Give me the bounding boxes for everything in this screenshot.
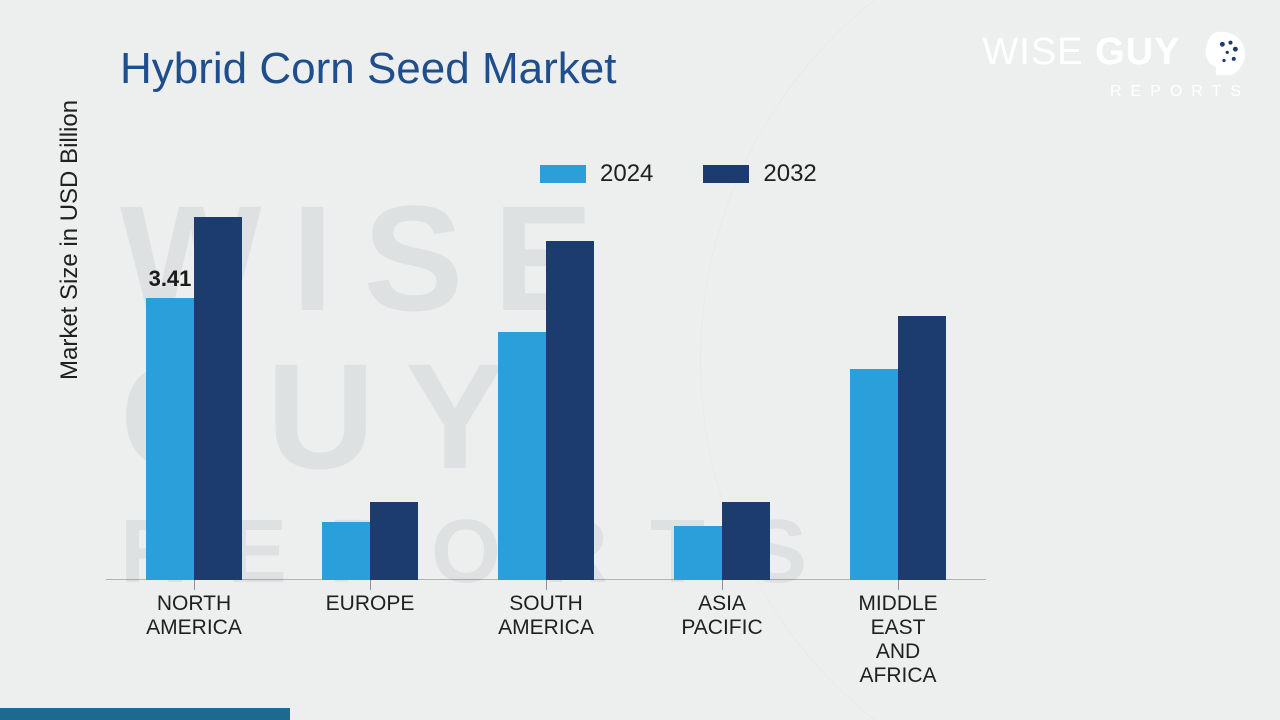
category-label: ASIA PACIFIC [681,592,762,640]
bar-pair [498,241,594,580]
bar-2032 [722,502,770,580]
legend-label-2032: 2032 [763,160,816,188]
category-label: SOUTH AMERICA [498,592,594,640]
legend: 2024 2032 [540,160,817,188]
bar-group: NORTH AMERICA3.41 [106,200,282,580]
brand-line1-b: GUY [1095,31,1180,73]
bar-value-label: 3.41 [149,266,192,292]
axis-tick [546,580,547,590]
bar-2032 [898,316,946,580]
footer-accent-bar [0,708,290,720]
legend-item-2024: 2024 [540,160,653,188]
brand-line1-a: WISE [982,31,1083,73]
bar-2032 [370,502,418,580]
bar-group: MIDDLE EAST AND AFRICA [810,200,986,580]
chart-title: Hybrid Corn Seed Market [120,44,616,94]
bar-2032 [194,217,242,580]
chart-canvas: WISE GUY REPORTS WISE GUY REPORTS Hybrid… [0,0,1280,720]
bar-2032 [546,241,594,580]
legend-label-2024: 2024 [600,160,653,188]
brand-sidebar [960,0,1280,720]
bar-2024 [674,526,722,580]
brand-line2: REPORTS [982,84,1250,100]
bar-2024 [850,369,898,580]
axis-tick [898,580,899,590]
bar-pair [674,502,770,580]
head-icon [1198,28,1250,80]
bar-pair [322,502,418,580]
bar-2024 [322,522,370,580]
bar-group: ASIA PACIFIC [634,200,810,580]
brand-logo: WISE GUY REPORTS [982,28,1250,100]
axis-tick [194,580,195,590]
legend-item-2032: 2032 [703,160,816,188]
category-label: NORTH AMERICA [146,592,242,640]
axis-tick [370,580,371,590]
bar-group: SOUTH AMERICA [458,200,634,580]
axis-tick [722,580,723,590]
category-label: MIDDLE EAST AND AFRICA [858,592,937,689]
bar-pair [850,316,946,580]
bar-2024 [498,332,546,580]
bar-group: EUROPE [282,200,458,580]
y-axis-label: Market Size in USD Billion [56,100,84,380]
category-label: EUROPE [326,592,415,616]
plot-area: NORTH AMERICA3.41EUROPESOUTH AMERICAASIA… [106,200,986,580]
legend-swatch-2024 [540,165,586,183]
legend-swatch-2032 [703,165,749,183]
bar-2024 [146,298,194,580]
